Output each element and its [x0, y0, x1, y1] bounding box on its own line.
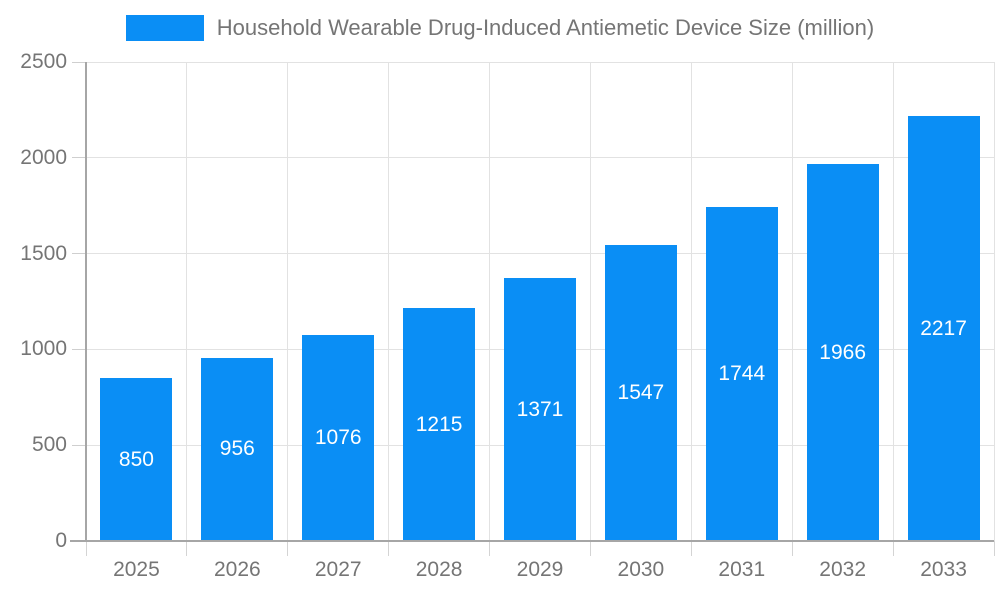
bar-value-label: 956	[219, 437, 255, 461]
bar-2026: 956	[201, 357, 274, 541]
legend-label: Household Wearable Drug-Induced Antiemet…	[216, 15, 875, 40]
y-tick-label: 0	[55, 529, 67, 552]
x-tick-label: 2025	[113, 558, 160, 581]
x-tick-label: 2028	[415, 558, 463, 581]
bar-value-label: 1076	[314, 425, 362, 449]
x-tick-label: 2030	[617, 558, 665, 581]
bar-value-label: 1215	[415, 412, 463, 436]
grid-line-horizontal	[86, 61, 994, 63]
y-tick-label: 1500	[20, 241, 67, 265]
x-axis-tick	[690, 541, 692, 556]
bar-2028: 1215	[403, 308, 476, 541]
x-axis-tick	[489, 541, 491, 556]
grid-line-vertical	[589, 62, 591, 541]
bar-2027: 1076	[302, 334, 375, 541]
grid-line-horizontal	[86, 253, 994, 255]
bar-2030: 1547	[604, 244, 677, 541]
bar-value-label: 1744	[718, 361, 766, 385]
legend: Household Wearable Drug-Induced Antiemet…	[0, 15, 1000, 41]
grid-line-vertical	[690, 62, 692, 541]
grid-line-horizontal	[86, 157, 994, 159]
x-axis-tick	[388, 541, 390, 556]
legend-swatch	[125, 15, 204, 41]
y-tick-label: 500	[31, 433, 67, 457]
bar-value-label: 1547	[617, 380, 665, 404]
x-axis-tick	[892, 541, 894, 556]
y-axis-tick	[72, 253, 86, 255]
x-tick-label: 2026	[213, 558, 261, 581]
y-axis-tick	[72, 61, 86, 63]
bar-2033: 2217	[907, 116, 980, 541]
y-axis-tick	[72, 444, 86, 446]
x-tick-label: 2031	[718, 558, 766, 581]
x-tick-label: 2027	[314, 558, 362, 581]
plot-area: 0 500 1000 1500 2000 2500 850 2025 956 2026 1076 20…	[20, 50, 995, 581]
x-axis-tick	[589, 541, 591, 556]
grid-line-vertical	[892, 62, 894, 541]
bar-value-label: 850	[118, 447, 154, 471]
grid-line-vertical	[186, 62, 188, 541]
grid-line-vertical	[791, 62, 793, 541]
bar-2031: 1744	[705, 206, 778, 541]
grid-line-vertical	[489, 62, 491, 541]
y-tick-label: 1000	[20, 337, 67, 361]
x-axis-tick	[993, 541, 995, 556]
bar-value-label: 1966	[819, 340, 867, 364]
grid-line-vertical	[993, 62, 995, 541]
x-axis-tick	[287, 541, 289, 556]
x-tick-label: 2033	[920, 558, 967, 581]
bar-2032: 1966	[806, 164, 879, 541]
y-axis-tick	[72, 157, 86, 159]
y-axis-tick	[72, 348, 86, 350]
y-tick-label: 2500	[20, 50, 67, 73]
grid-line-vertical	[287, 62, 289, 541]
bar-2025: 850	[100, 378, 173, 541]
bar-2029: 1371	[504, 278, 576, 541]
x-tick-label: 2032	[819, 558, 867, 581]
x-tick-label: 2029	[516, 558, 564, 581]
x-axis-tick	[791, 541, 793, 556]
x-axis-tick	[186, 541, 188, 556]
bar-value-label: 2217	[920, 316, 967, 340]
axis-y	[85, 62, 87, 541]
grid-line-vertical	[388, 62, 390, 541]
bar-value-label: 1371	[516, 397, 564, 421]
x-axis-tick	[85, 541, 87, 556]
axis-x	[70, 540, 994, 542]
y-tick-label: 2000	[20, 145, 67, 169]
